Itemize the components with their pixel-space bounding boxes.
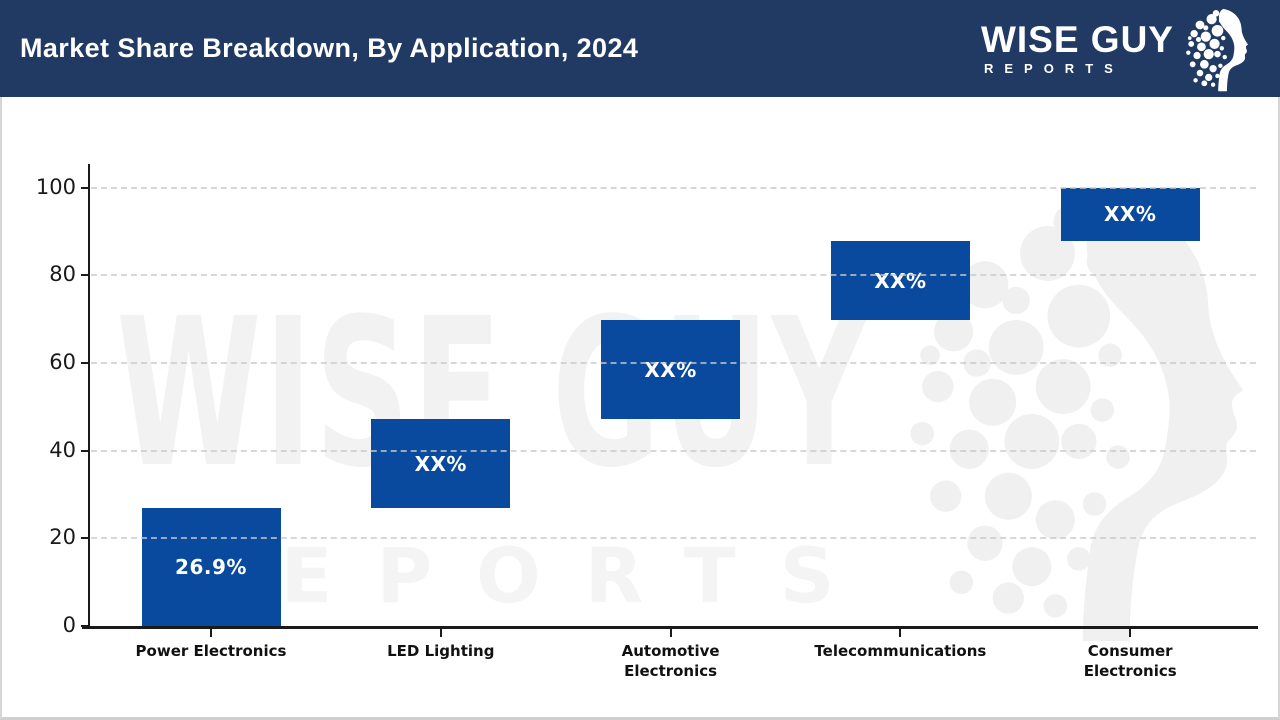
bar-value-label: XX%	[414, 451, 467, 476]
bar: XX%	[601, 319, 741, 420]
y-tick-mark	[81, 625, 88, 627]
x-category-label-line: Telecommunications	[814, 642, 987, 660]
x-category-label: Power Electronics	[95, 641, 327, 661]
bar-value-label: XX%	[874, 268, 927, 293]
dotted-head-logo-icon	[1186, 8, 1249, 91]
y-tick-mark	[81, 186, 88, 189]
y-tick-label: 60	[49, 349, 76, 374]
gridline	[91, 361, 1256, 364]
y-tick-mark	[81, 449, 88, 452]
bar: 26.9%	[141, 508, 281, 626]
x-category-label-line: LED Lighting	[387, 642, 495, 660]
x-tick-mark	[439, 629, 442, 637]
logo-text: WISE GUY REPORTS	[981, 21, 1174, 76]
x-tick-mark	[899, 629, 902, 637]
x-category-label: Telecommunications	[784, 641, 1016, 661]
header: Market Share Breakdown, By Application, …	[0, 0, 1280, 97]
x-category-label: LED Lighting	[325, 641, 557, 661]
x-tick-mark	[1129, 629, 1132, 637]
bar-value-label: XX%	[1103, 202, 1157, 227]
x-category-label: Automotive Electronics	[555, 641, 787, 682]
x-category-label-line: Electronics	[1083, 662, 1177, 681]
y-axis-line	[88, 164, 90, 629]
gridline	[91, 449, 1256, 452]
x-category-label-line: Power Electronics	[135, 642, 287, 660]
y-tick-mark	[81, 274, 88, 277]
bar-value-label: 26.9%	[175, 555, 247, 580]
wiseguy-logo: WISE GUY REPORTS	[981, 6, 1254, 92]
y-tick-mark	[81, 537, 88, 540]
x-category-label-line: Automotive	[621, 642, 720, 660]
x-tick-mark	[669, 629, 672, 637]
y-tick-label: 0	[62, 613, 76, 637]
logo-subtitle: REPORTS	[983, 61, 1124, 76]
bar: XX%	[371, 419, 511, 509]
y-tick-label: 40	[49, 437, 76, 462]
y-tick-label: 20	[49, 525, 76, 550]
gridline	[91, 537, 1256, 540]
x-category-label-line: Consumer	[1087, 642, 1173, 660]
watermark-subtitle: REPORTS	[178, 531, 879, 620]
gridline	[91, 274, 1256, 277]
x-tick-mark	[210, 629, 212, 637]
logo-wordmark: WISE GUY	[980, 19, 1174, 60]
bar: XX%	[830, 241, 970, 320]
gridline	[91, 186, 1256, 189]
x-axis-line	[82, 626, 1258, 629]
x-category-label-line: Electronics	[624, 662, 718, 681]
y-tick-label: 80	[49, 262, 76, 287]
bar: XX%	[1060, 187, 1200, 242]
page-title: Market Share Breakdown, By Application, …	[20, 33, 639, 63]
y-tick-mark	[81, 361, 88, 364]
y-tick-label: 100	[35, 174, 76, 199]
bar-value-label: XX%	[644, 357, 697, 382]
x-category-label: Consumer Electronics	[1014, 641, 1246, 682]
